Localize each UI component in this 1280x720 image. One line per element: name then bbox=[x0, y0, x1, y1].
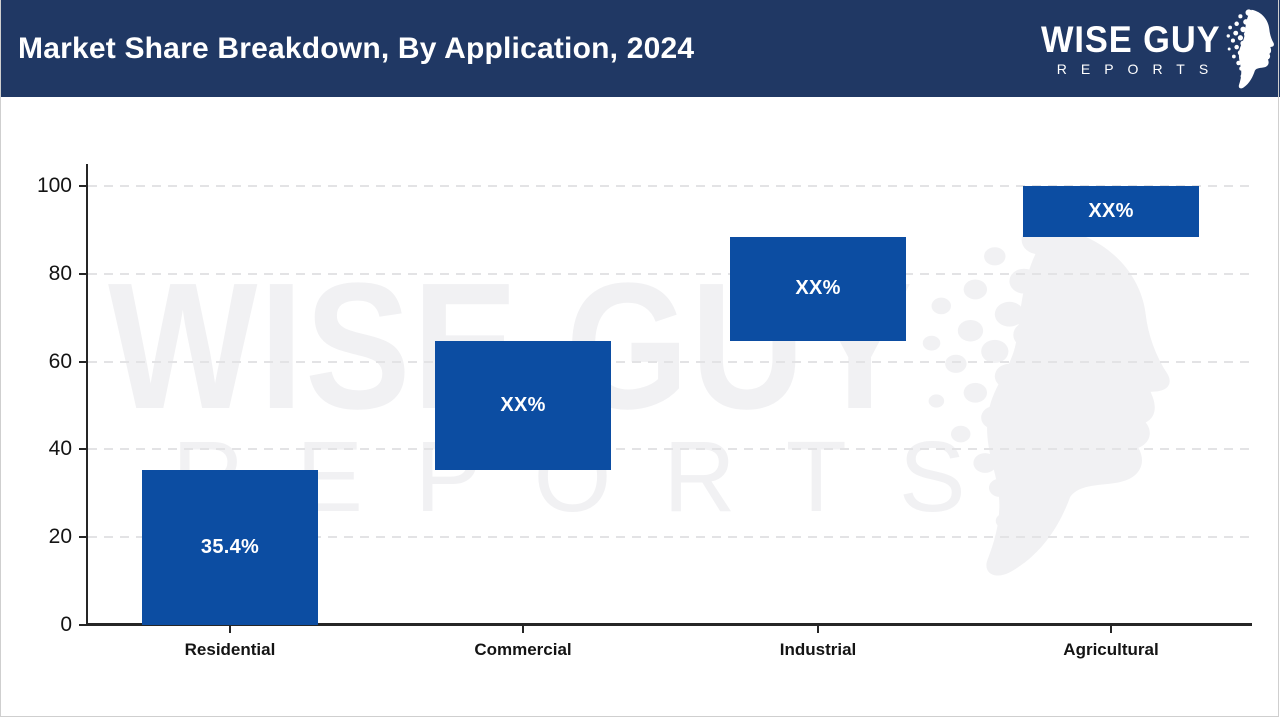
y-tick bbox=[79, 360, 87, 363]
gridline-40 bbox=[88, 448, 1252, 451]
x-tick bbox=[1110, 626, 1112, 633]
x-tick bbox=[522, 626, 524, 633]
bar-industrial: XX% bbox=[730, 236, 906, 341]
wise-guy-logo: WISE GUY REPORTS bbox=[1041, 7, 1274, 91]
bar-value-label: XX% bbox=[1088, 199, 1134, 222]
x-axis-line bbox=[86, 623, 1252, 626]
y-tick bbox=[79, 185, 87, 187]
y-tick-label: 80 bbox=[48, 261, 72, 285]
x-axis-label: Industrial bbox=[779, 640, 857, 659]
y-tick-label: 20 bbox=[48, 525, 72, 549]
x-tick bbox=[817, 626, 819, 633]
logo-wordmark: WISE GUY bbox=[1040, 19, 1221, 60]
y-tick bbox=[79, 272, 87, 275]
y-axis-line bbox=[86, 164, 88, 625]
y-tick-label: 60 bbox=[48, 349, 72, 373]
chart-area: WISE GUY REPORTS 0 20 40 60 80 100 35.4% Reside… bbox=[0, 97, 1280, 720]
header: Market Share Breakdown, By Application, … bbox=[0, 0, 1280, 97]
x-axis-label: Agricultural bbox=[1063, 640, 1159, 659]
logo-text: WISE GUY REPORTS bbox=[1041, 21, 1234, 76]
x-axis-label: Residential bbox=[184, 640, 276, 659]
logo-subtext: REPORTS bbox=[1056, 61, 1223, 77]
bar-value-label: XX% bbox=[500, 393, 546, 416]
x-axis-label: Commercial bbox=[474, 640, 572, 659]
gridline-80 bbox=[88, 272, 1252, 275]
bar-commercial: XX% bbox=[435, 340, 611, 470]
y-tick-label: 100 bbox=[36, 174, 72, 197]
y-tick bbox=[79, 624, 87, 626]
bar-residential: 35.4% bbox=[142, 469, 318, 625]
y-tick-label: 0 bbox=[60, 613, 72, 636]
gridline-100 bbox=[88, 185, 1252, 187]
bar-value-label: XX% bbox=[795, 277, 841, 300]
y-tick bbox=[79, 536, 87, 539]
gridline-60 bbox=[88, 360, 1252, 363]
x-tick bbox=[229, 626, 231, 633]
y-tick-label: 40 bbox=[48, 437, 72, 461]
page-title: Market Share Breakdown, By Application, … bbox=[18, 31, 695, 65]
bar-agricultural: XX% bbox=[1023, 186, 1199, 237]
gridline-20 bbox=[88, 536, 1252, 539]
y-tick bbox=[79, 448, 87, 451]
bar-value-label: 35.4% bbox=[200, 535, 260, 558]
